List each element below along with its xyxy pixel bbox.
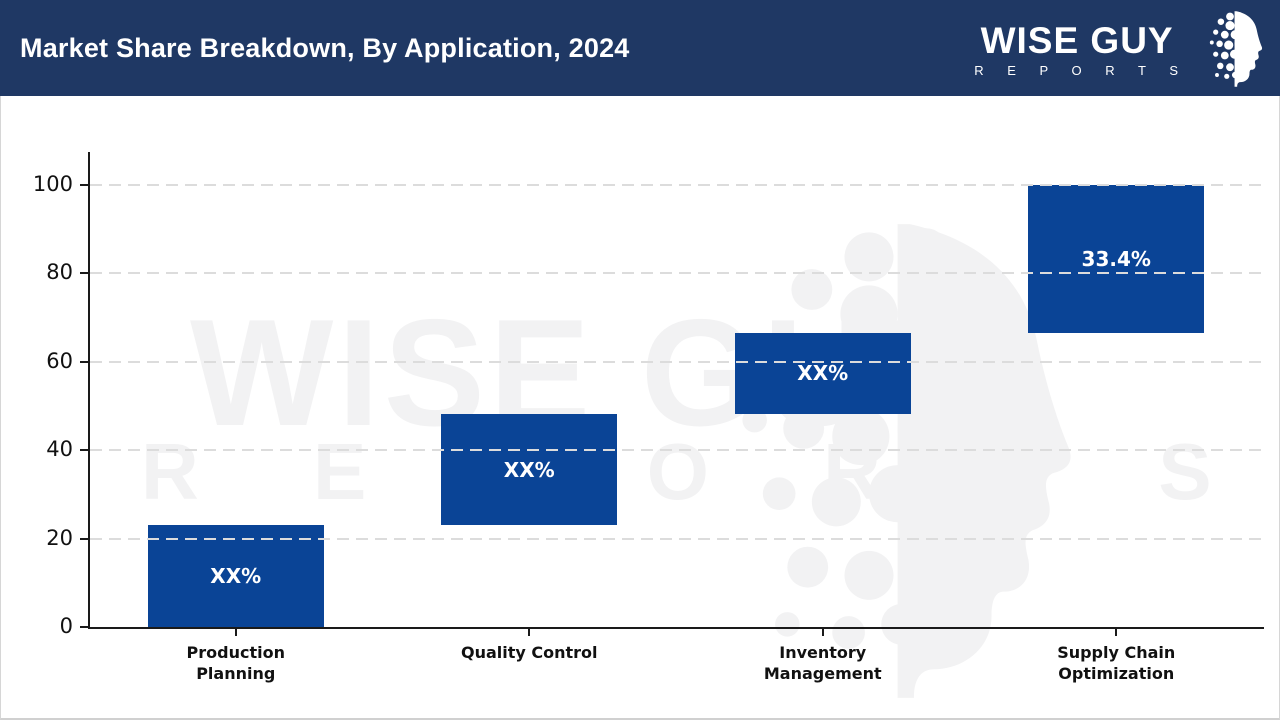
brand-logo-text: WISE GUY R E P O R T S <box>966 19 1188 78</box>
bar-4 <box>1028 185 1205 333</box>
y-tick-label-80: 80 <box>46 260 73 285</box>
bar-3 <box>734 332 911 414</box>
x-category-label-4: Supply Chain Optimization <box>1057 643 1176 683</box>
gridline-60 <box>90 360 1263 363</box>
gridline-20 <box>90 537 1263 540</box>
x-category-label-3: Inventory Management <box>763 643 882 683</box>
brand-logo: WISE GUY R E P O R T S <box>966 10 1266 88</box>
bar-1 <box>147 525 324 627</box>
bar-value-label-1: XX% <box>210 564 262 589</box>
y-tick-20 <box>80 537 88 540</box>
x-category-label-2: Quality Control <box>460 643 598 662</box>
bar-value-label-2: XX% <box>503 457 555 482</box>
y-tick-0 <box>80 626 88 628</box>
bar-value-label-4: 33.4% <box>1081 246 1151 271</box>
y-tick-60 <box>80 360 88 363</box>
gridline-80 <box>90 272 1263 275</box>
y-tick-label-40: 40 <box>46 437 73 462</box>
y-tick-100 <box>80 184 88 186</box>
brand-head-icon <box>1209 11 1263 87</box>
x-category-label-1: Production Planning <box>186 643 285 683</box>
x-tick-4 <box>1115 629 1118 636</box>
y-tick-80 <box>80 272 88 275</box>
x-tick-1 <box>234 629 237 636</box>
brand-tagline: R E P O R T S <box>974 62 1188 78</box>
bar-value-label-3: XX% <box>797 361 849 386</box>
header-band: Market Share Breakdown, By Application, … <box>0 0 1280 96</box>
y-tick-label-100: 100 <box>32 172 73 196</box>
x-tick-2 <box>528 629 531 636</box>
brand-name: WISE GUY <box>980 19 1174 61</box>
y-tick-label-60: 60 <box>46 348 73 373</box>
y-axis-line <box>88 152 90 629</box>
x-axis-line <box>88 627 1264 629</box>
gridline-40 <box>90 449 1263 452</box>
x-tick-3 <box>821 629 824 636</box>
watermark-head-icon <box>742 224 1071 698</box>
gridline-100 <box>90 184 1263 186</box>
chart-canvas: WISE GUY R E P O R T S XX% Production Plan… <box>0 96 1280 720</box>
y-tick-label-0: 0 <box>59 614 73 638</box>
y-tick-label-20: 20 <box>46 525 73 550</box>
bar-2 <box>441 413 618 526</box>
page-title: Market Share Breakdown, By Application, … <box>20 32 630 63</box>
y-tick-40 <box>80 449 88 452</box>
